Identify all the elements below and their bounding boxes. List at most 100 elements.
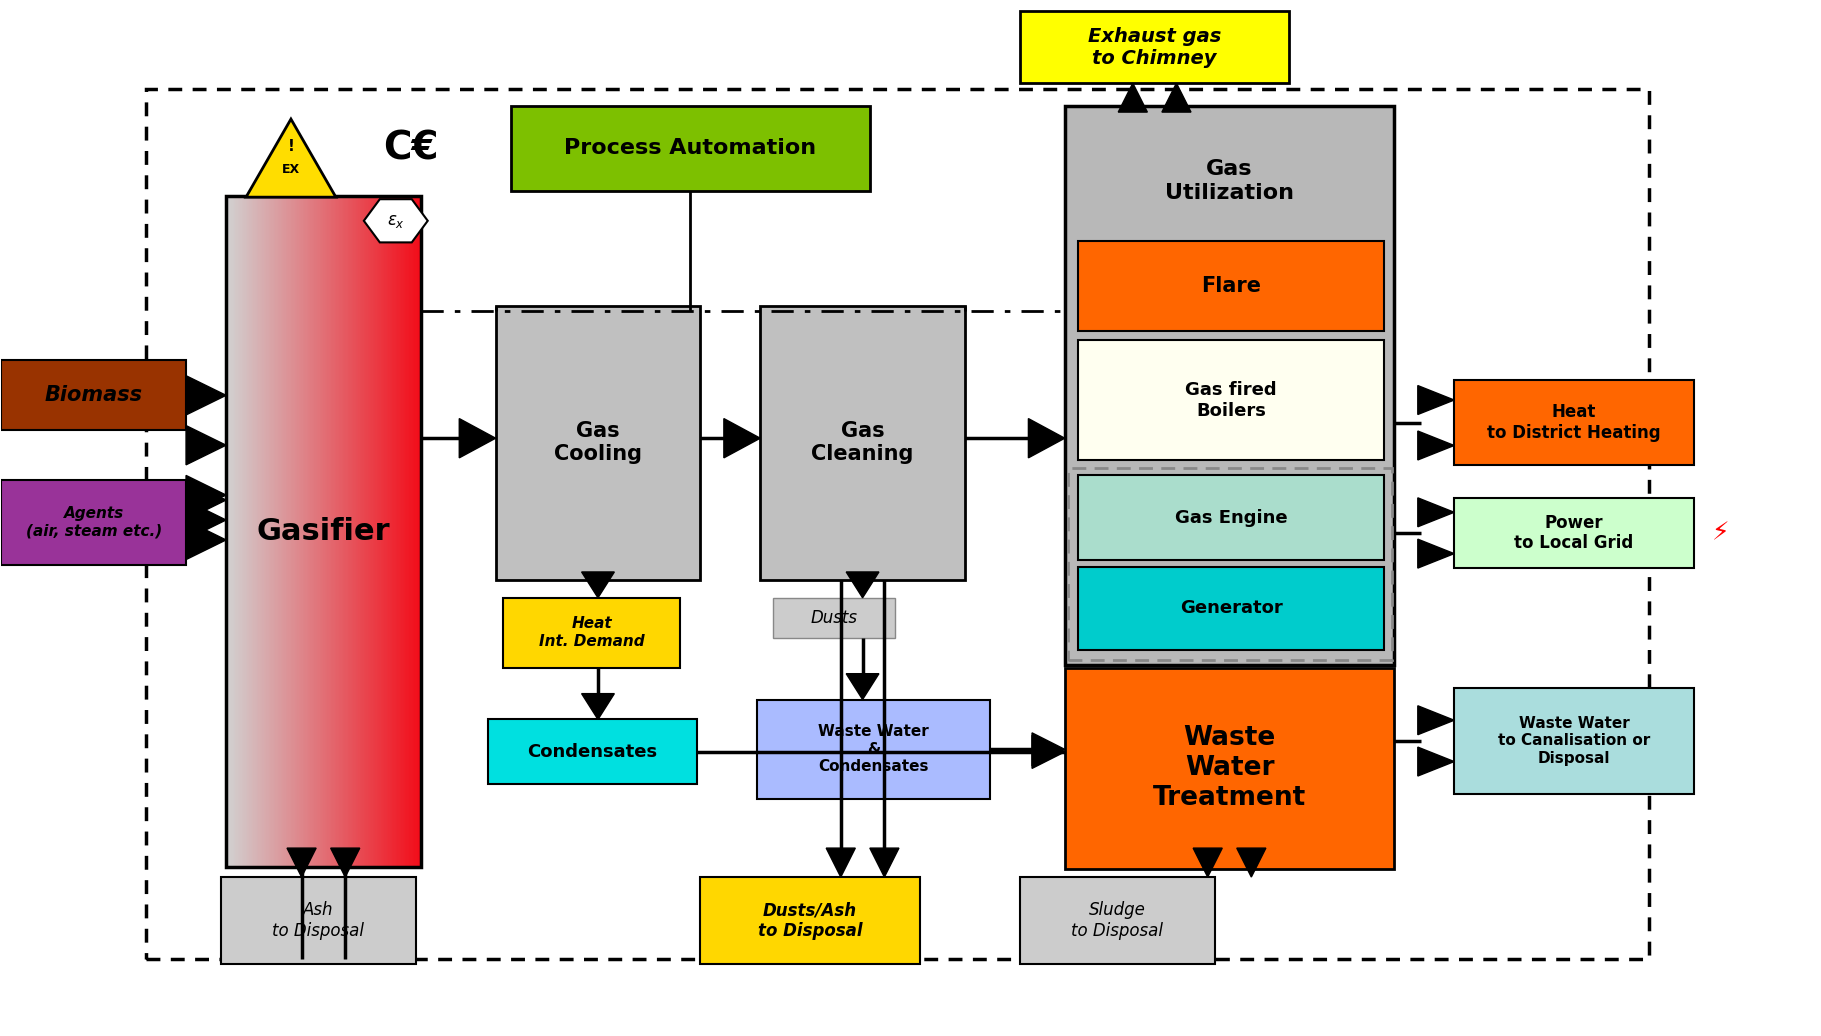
Text: Generator: Generator [1180,599,1282,617]
Bar [774,598,896,638]
Bar [293,196,295,867]
Bar [291,196,295,867]
Bar [402,196,404,867]
Bar [410,196,413,867]
Bar [1078,476,1384,559]
Bar [320,196,322,867]
Polygon shape [827,848,856,877]
Bar [146,89,1648,958]
Bar [382,196,384,867]
Polygon shape [1419,385,1455,414]
Bar [408,196,410,867]
Bar [393,196,395,867]
Bar [371,196,373,867]
Bar [249,196,251,867]
Bar [279,196,280,867]
Bar [231,196,233,867]
Polygon shape [1419,498,1455,526]
Bar [268,196,270,867]
Bar [259,196,260,867]
Bar [313,196,315,867]
Polygon shape [1118,83,1147,112]
Polygon shape [1033,736,1065,769]
Bar [1065,106,1395,665]
Text: Gas Engine: Gas Engine [1175,509,1287,526]
Bar [299,196,300,867]
Polygon shape [1419,539,1455,568]
Bar [344,196,346,867]
Bar [233,196,235,867]
Bar [266,196,268,867]
Bar [2,361,186,430]
Bar [260,196,262,867]
Bar [404,196,406,867]
Bar [324,196,328,867]
Bar [333,196,337,867]
Bar [275,196,277,867]
Bar [1020,877,1215,963]
Bar [337,196,339,867]
Bar [1455,380,1694,465]
Text: Sludge
to Disposal: Sludge to Disposal [1071,901,1164,940]
Bar [266,196,268,867]
Bar [290,196,291,867]
Bar [330,196,331,867]
Bar [413,196,417,867]
Bar [399,196,401,867]
Bar [315,196,319,867]
Bar [401,196,402,867]
Polygon shape [581,694,614,719]
Bar [377,196,379,867]
Bar [239,196,240,867]
Bar [1067,468,1393,660]
Bar [392,196,393,867]
Bar [397,196,399,867]
Bar [226,196,421,867]
Bar [390,196,392,867]
Text: Process Automation: Process Automation [565,139,816,159]
Text: !: ! [288,139,295,154]
Bar [311,196,313,867]
Bar [379,196,381,867]
Bar [415,196,417,867]
Bar [229,196,231,867]
Bar [759,306,965,580]
Bar [257,196,259,867]
Bar [297,196,299,867]
Bar [288,196,291,867]
Text: Waste
Water
Treatment: Waste Water Treatment [1153,725,1306,811]
Bar [364,196,368,867]
Text: Ash
to Disposal: Ash to Disposal [273,901,364,940]
Bar [359,196,361,867]
Bar [2,480,186,565]
Polygon shape [186,426,226,465]
Bar [351,196,353,867]
Bar [1455,498,1694,568]
Bar [286,196,288,867]
Bar [370,196,371,867]
Bar [270,196,273,867]
Bar [244,196,246,867]
Text: Heat
Int. Demand: Heat Int. Demand [539,616,645,649]
Polygon shape [246,119,335,197]
Text: Dusts: Dusts [810,609,858,627]
Polygon shape [288,848,317,877]
Bar [503,598,681,667]
Bar [1078,240,1384,330]
Bar [388,196,390,867]
Bar [271,196,273,867]
Text: Gas
Utilization: Gas Utilization [1165,160,1295,202]
Bar [226,196,228,867]
Bar [357,196,359,867]
Polygon shape [364,199,428,242]
Polygon shape [186,500,226,540]
Bar [758,699,991,799]
Polygon shape [186,520,226,559]
Text: $\varepsilon_x$: $\varepsilon_x$ [386,211,404,230]
Bar [361,196,362,867]
Polygon shape [1419,706,1455,735]
Polygon shape [1236,848,1266,877]
Text: Flare: Flare [1202,276,1260,295]
Bar [386,196,388,867]
Polygon shape [847,572,880,598]
